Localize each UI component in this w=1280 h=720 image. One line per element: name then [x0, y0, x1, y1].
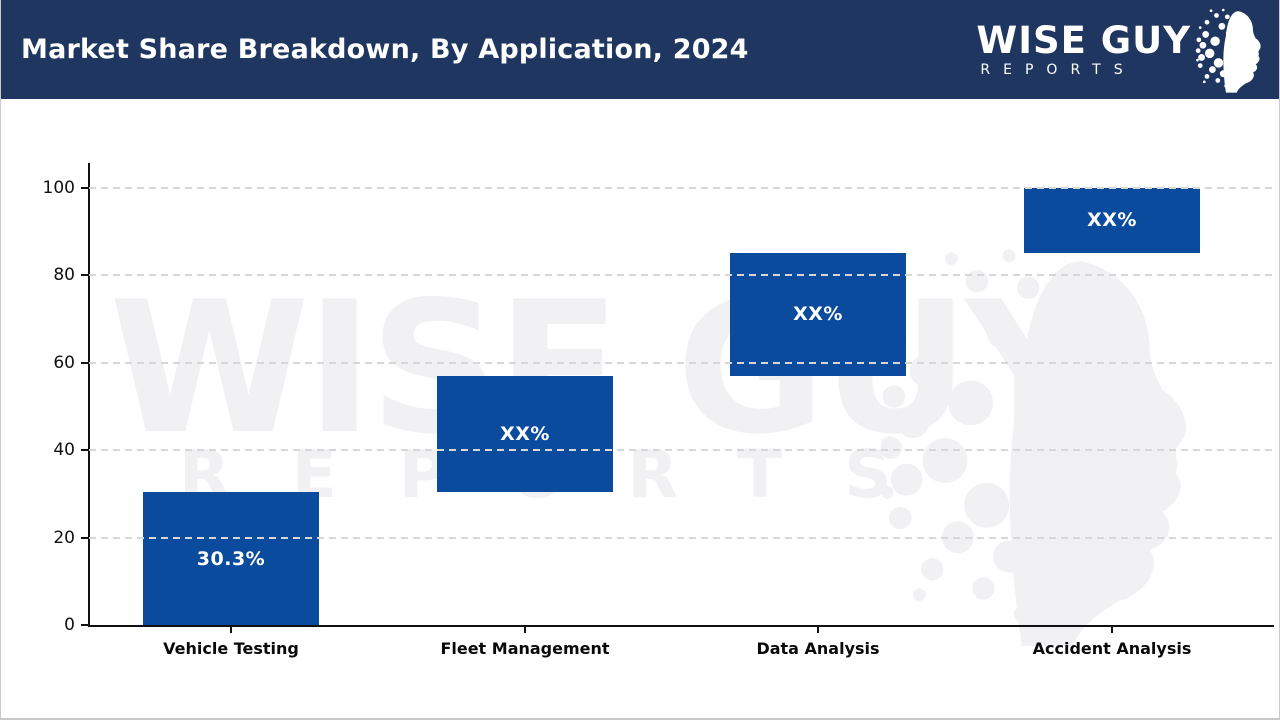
y-axis-line: [88, 163, 90, 627]
bar-value-label: XX%: [1087, 209, 1137, 232]
y-tick-80: [81, 274, 88, 276]
gridline-80: [89, 274, 1273, 276]
x-tick-0: [230, 627, 232, 633]
y-tick-label: 40: [53, 440, 75, 460]
bar-data-analysis: XX%: [730, 253, 906, 376]
logo-wordmark: WISE GUY: [976, 19, 1191, 62]
x-tick-2: [817, 627, 819, 633]
y-tick-100: [81, 186, 88, 189]
gridline-60: [89, 361, 1273, 364]
x-category-label: Accident Analysis: [1032, 639, 1192, 658]
x-tick-3: [1111, 627, 1113, 633]
y-tick-label: 100: [42, 177, 75, 198]
x-category-label: Vehicle Testing: [163, 639, 299, 658]
y-tick-label: 0: [64, 615, 75, 635]
gridline-100: [89, 186, 1273, 189]
bar-value-label: 30.3%: [196, 547, 266, 570]
y-tick-0: [81, 624, 88, 626]
y-tick-20: [81, 536, 88, 539]
logo-subtitle: REPORTS: [980, 62, 1136, 78]
header-bar: Market Share Breakdown, By Application, …: [1, 0, 1279, 99]
gridline-20: [89, 536, 1273, 539]
bar-value-label: XX%: [500, 423, 550, 446]
bar-accident-analysis: XX%: [1024, 187, 1200, 254]
logo-text: WISE GUY REPORTS: [976, 22, 1191, 77]
y-tick-label: 80: [53, 265, 75, 285]
x-category-label: Data Analysis: [756, 639, 880, 658]
y-tick-label: 60: [53, 352, 75, 373]
bar-value-label: XX%: [793, 303, 843, 326]
y-tick-label: 20: [53, 527, 75, 548]
watermark-head-icon: [881, 222, 1201, 667]
x-category-label: Fleet Management: [440, 639, 610, 658]
x-tick-1: [524, 627, 526, 633]
bar-vehicle-testing: 30.3%: [143, 492, 319, 625]
y-tick-40: [81, 449, 88, 451]
bar-fleet-management: XX%: [437, 375, 613, 493]
wise-guy-logo: WISE GUY REPORTS: [976, 6, 1265, 94]
chart-title: Market Share Breakdown, By Application, …: [21, 34, 749, 65]
y-tick-60: [81, 361, 88, 364]
gridline-40: [89, 449, 1273, 451]
logo-head-icon: [1195, 6, 1265, 94]
x-axis-line: [88, 625, 1274, 627]
